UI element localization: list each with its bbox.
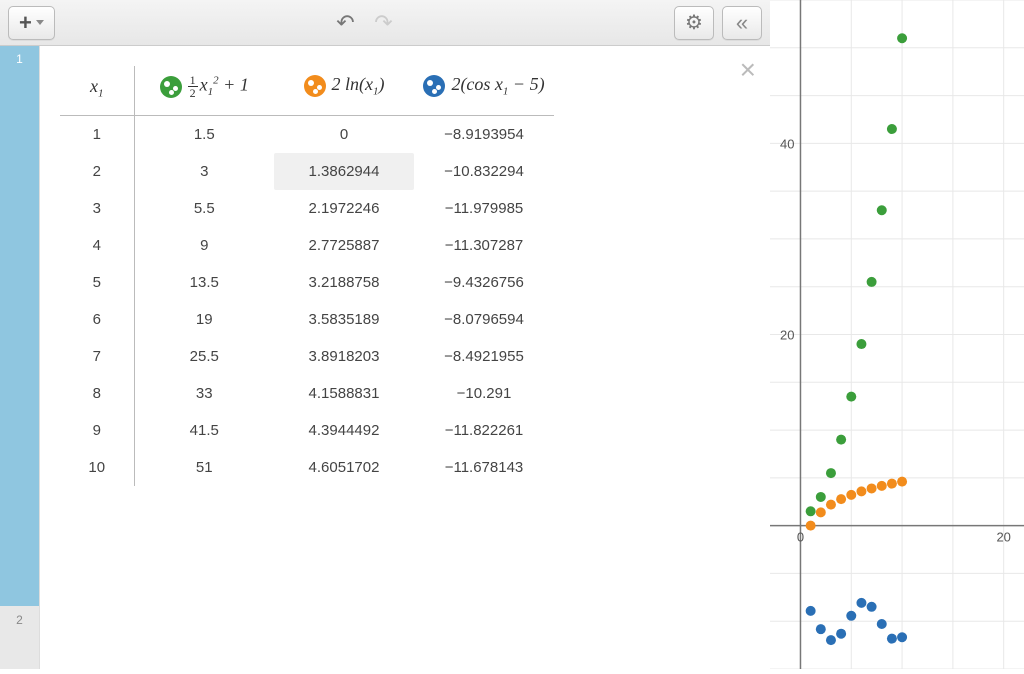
table-cell[interactable]: 4.3944492 — [274, 412, 414, 449]
expression-list: 1 2 × x1 12x12 + 1 — [0, 46, 770, 669]
table-cell[interactable]: 5 — [60, 264, 134, 301]
table-cell[interactable]: −11.307287 — [414, 227, 554, 264]
svg-text:20: 20 — [996, 530, 1010, 545]
expression-index-2[interactable]: 2 — [0, 606, 39, 634]
table-row[interactable]: 10514.6051702−11.678143 — [60, 449, 554, 486]
table-cell[interactable]: 5.5 — [134, 190, 274, 227]
column-formula-2: 2 ln(x1) — [332, 74, 385, 98]
column-header-3[interactable]: 2(cos x1 − 5) — [414, 66, 554, 115]
table-cell[interactable]: 1 — [60, 115, 134, 153]
redo-button[interactable]: ↷ — [368, 6, 398, 40]
table-row[interactable]: 941.54.3944492−11.822261 — [60, 412, 554, 449]
table-cell[interactable]: 51 — [134, 449, 274, 486]
svg-text:20: 20 — [780, 328, 794, 343]
column-header-1[interactable]: 12x12 + 1 — [134, 66, 274, 115]
table-cell[interactable]: 2.1972246 — [274, 190, 414, 227]
data-table: x1 12x12 + 1 — [60, 66, 554, 486]
expression-index-1[interactable]: 1 — [0, 46, 39, 606]
gear-icon: ⚙ — [685, 10, 703, 35]
table-cell[interactable]: 33 — [134, 375, 274, 412]
table-cell[interactable]: 1.5 — [134, 115, 274, 153]
table-cell[interactable]: 41.5 — [134, 412, 274, 449]
table-row[interactable]: 725.53.8918203−8.4921955 — [60, 338, 554, 375]
table-row[interactable]: 8334.1588831−10.291 — [60, 375, 554, 412]
table-cell[interactable]: 3.2188758 — [274, 264, 414, 301]
table-cell[interactable]: −10.832294 — [414, 153, 554, 190]
collapse-panel-button[interactable]: « — [722, 6, 762, 40]
expression-gutter: 1 2 — [0, 46, 40, 669]
series-swatch-blue[interactable] — [423, 75, 445, 97]
table-cell[interactable]: −9.4326756 — [414, 264, 554, 301]
table-cell[interactable]: 10 — [60, 449, 134, 486]
table-cell[interactable]: −11.678143 — [414, 449, 554, 486]
table-cell[interactable]: 8 — [60, 375, 134, 412]
table-row[interactable]: 492.7725887−11.307287 — [60, 227, 554, 264]
table-cell[interactable]: 4 — [60, 227, 134, 264]
series-swatch-orange[interactable] — [304, 75, 326, 97]
table-row[interactable]: 6193.5835189−8.0796594 — [60, 301, 554, 338]
column-header-2[interactable]: 2 ln(x1) — [274, 66, 414, 115]
column-formula-3: 2(cos x1 − 5) — [451, 74, 544, 98]
expression-panel: + ↶ ↷ ⚙ « 1 2 × x1 — [0, 0, 770, 669]
table-cell[interactable]: 9 — [60, 412, 134, 449]
table-row[interactable]: 231.3862944−10.832294 — [60, 153, 554, 190]
table-cell[interactable]: 3.5835189 — [274, 301, 414, 338]
undo-button[interactable]: ↶ — [330, 6, 360, 40]
table-cell[interactable]: 6 — [60, 301, 134, 338]
series-swatch-green[interactable] — [160, 76, 182, 98]
svg-text:0: 0 — [797, 530, 804, 545]
table-cell[interactable]: 25.5 — [134, 338, 274, 375]
table-cell[interactable]: 4.6051702 — [274, 449, 414, 486]
table-cell[interactable]: −8.4921955 — [414, 338, 554, 375]
table-cell[interactable]: 1.3862944 — [274, 153, 414, 190]
table-cell[interactable]: 3 — [60, 190, 134, 227]
column-formula-1: 12x12 + 1 — [188, 74, 249, 99]
table-cell[interactable]: 2.7725887 — [274, 227, 414, 264]
graph-area[interactable]: 20 40 0 20 — [770, 0, 1024, 669]
table-cell[interactable]: 2 — [60, 153, 134, 190]
table-expression[interactable]: × x1 12x12 + 1 — [40, 46, 770, 669]
table-cell[interactable]: 0 — [274, 115, 414, 153]
toolbar: + ↶ ↷ ⚙ « — [0, 0, 770, 46]
table-row[interactable]: 11.50−8.9193954 — [60, 115, 554, 153]
table-cell[interactable]: 7 — [60, 338, 134, 375]
table-cell[interactable]: −11.979985 — [414, 190, 554, 227]
column-header-x1[interactable]: x1 — [60, 66, 134, 115]
table-cell[interactable]: −10.291 — [414, 375, 554, 412]
table-cell[interactable]: 9 — [134, 227, 274, 264]
table-row[interactable]: 513.53.2188758−9.4326756 — [60, 264, 554, 301]
add-button[interactable]: + — [8, 6, 55, 40]
table-cell[interactable]: 4.1588831 — [274, 375, 414, 412]
table-cell[interactable]: −8.0796594 — [414, 301, 554, 338]
svg-text:40: 40 — [780, 136, 794, 151]
close-icon[interactable]: × — [740, 54, 756, 86]
table-cell[interactable]: 19 — [134, 301, 274, 338]
settings-button[interactable]: ⚙ — [674, 6, 714, 40]
table-row[interactable]: 35.52.1972246−11.979985 — [60, 190, 554, 227]
plus-icon: + — [19, 10, 32, 36]
table-cell[interactable]: 3 — [134, 153, 274, 190]
table-cell[interactable]: −8.9193954 — [414, 115, 554, 153]
table-cell[interactable]: 3.8918203 — [274, 338, 414, 375]
chevron-left-icon: « — [736, 10, 748, 36]
table-cell[interactable]: 13.5 — [134, 264, 274, 301]
chevron-down-icon — [36, 20, 44, 25]
table-cell[interactable]: −11.822261 — [414, 412, 554, 449]
